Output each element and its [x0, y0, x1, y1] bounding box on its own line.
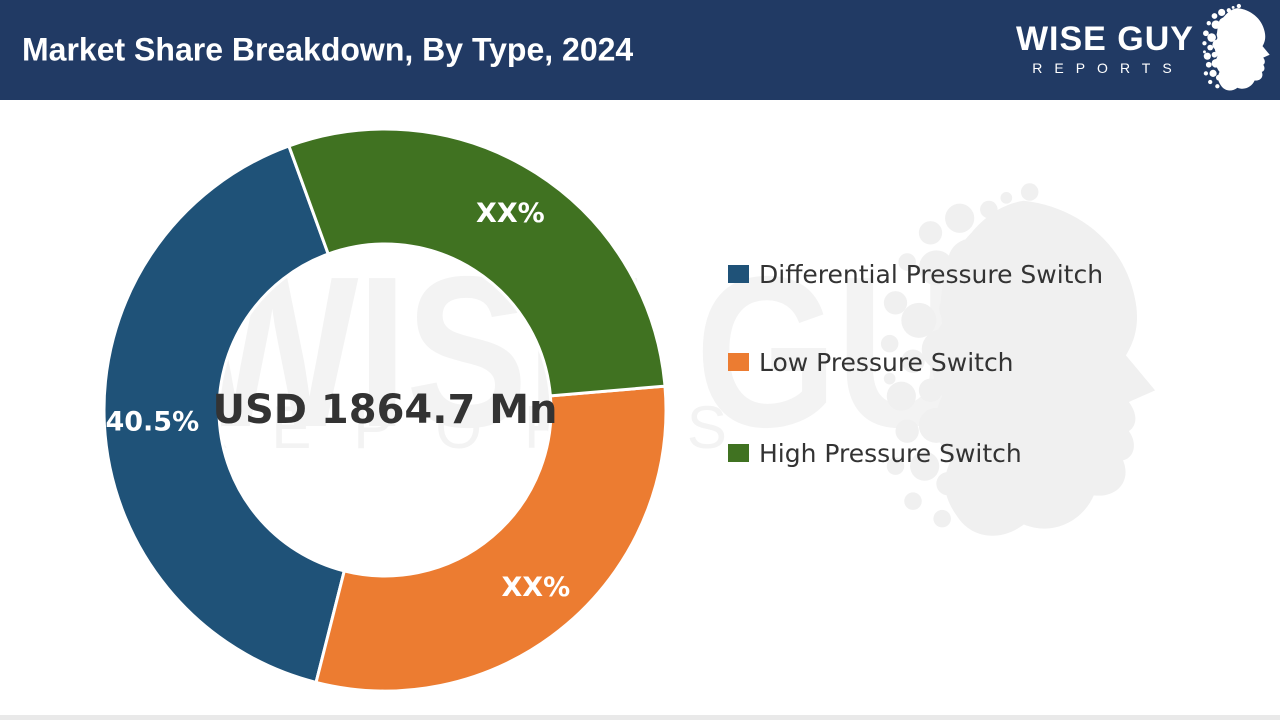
- header-bar: Market Share Breakdown, By Type, 2024 WI…: [0, 0, 1280, 100]
- legend-item-high-pressure-switch: High Pressure Switch: [728, 438, 1022, 468]
- logo-subtext: REPORTS: [1032, 60, 1184, 76]
- slice-label-1: XX%: [501, 572, 570, 603]
- footer-strip: [0, 715, 1280, 720]
- slice-label-0: 40.5%: [105, 406, 199, 437]
- legend-swatch: [728, 265, 749, 283]
- logo-wordmark: WISE GUY: [1015, 20, 1194, 58]
- logo-face-icon: [1202, 3, 1270, 91]
- legend-swatch: [728, 353, 749, 371]
- legend-label: Differential Pressure Switch: [759, 259, 1104, 289]
- legend-label: Low Pressure Switch: [759, 347, 1014, 377]
- logo-text: WISE GUY REPORTS: [1016, 22, 1194, 76]
- legend-swatch: [728, 444, 749, 462]
- legend-item-low-pressure-switch: Low Pressure Switch: [728, 347, 1014, 377]
- chart-center-value: USD 1864.7 Mn: [212, 387, 558, 433]
- slice-label-2: XX%: [476, 198, 545, 229]
- brand-logo: WISE GUY REPORTS: [1014, 0, 1274, 100]
- legend-label: High Pressure Switch: [759, 438, 1022, 468]
- page-title: Market Share Breakdown, By Type, 2024: [22, 31, 634, 68]
- legend-item-differential-pressure-switch: Differential Pressure Switch: [728, 259, 1104, 289]
- pie-slice-2: [287, 127, 667, 398]
